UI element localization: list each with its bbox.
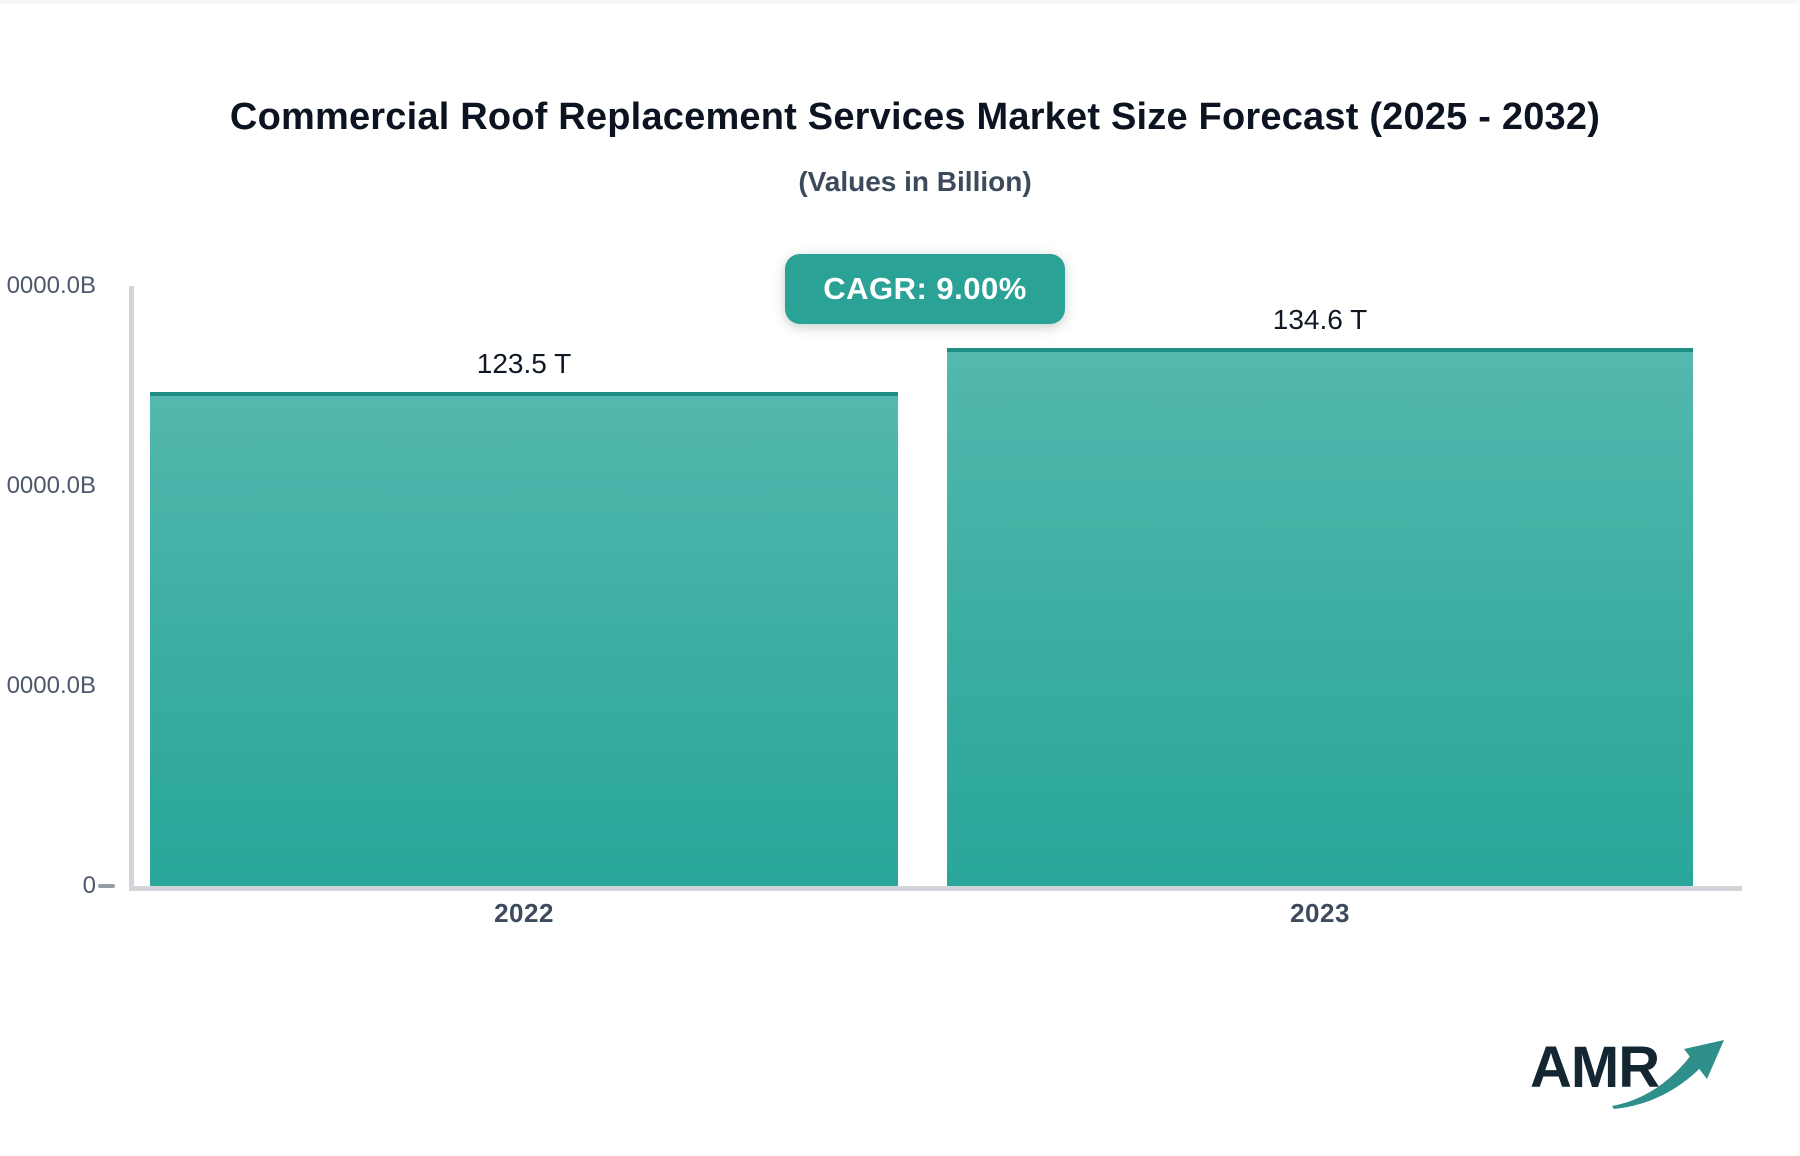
amr-logo-text: AMR bbox=[1530, 1035, 1660, 1100]
page-top-border bbox=[0, 0, 1800, 4]
chart-subtitle: (Values in Billion) bbox=[798, 166, 1032, 197]
amr-logo-arrow-icon bbox=[1612, 1040, 1724, 1109]
bar-2022 bbox=[150, 392, 898, 886]
bar-value-label-2023: 134.6 T bbox=[1272, 303, 1368, 335]
cagr-badge: CAGR: 9.00% bbox=[785, 254, 1065, 324]
y-tick-label-3: 0 bbox=[82, 872, 96, 899]
chart-title: Commercial Roof Replacement Services Mar… bbox=[229, 96, 1601, 138]
x-axis-label-2023: 2023 bbox=[1290, 898, 1350, 928]
x-axis-line bbox=[129, 886, 1742, 891]
bar-2023 bbox=[947, 347, 1693, 886]
x-axis-label-2022: 2022 bbox=[494, 898, 554, 928]
y-tick-dash-0 bbox=[98, 884, 115, 888]
y-axis-line bbox=[129, 286, 134, 891]
amr-logo: AMR bbox=[1530, 1030, 1724, 1110]
cagr-badge-label: CAGR: 9.00% bbox=[823, 271, 1027, 306]
bar-value-label-2022: 123.5 T bbox=[476, 348, 572, 379]
y-tick-label-1: 0000.0B bbox=[6, 472, 96, 499]
y-tick-label-0: 0000.0B bbox=[6, 272, 96, 299]
y-tick-label-2: 0000.0B bbox=[6, 672, 96, 699]
page-right-border bbox=[1797, 0, 1800, 1156]
